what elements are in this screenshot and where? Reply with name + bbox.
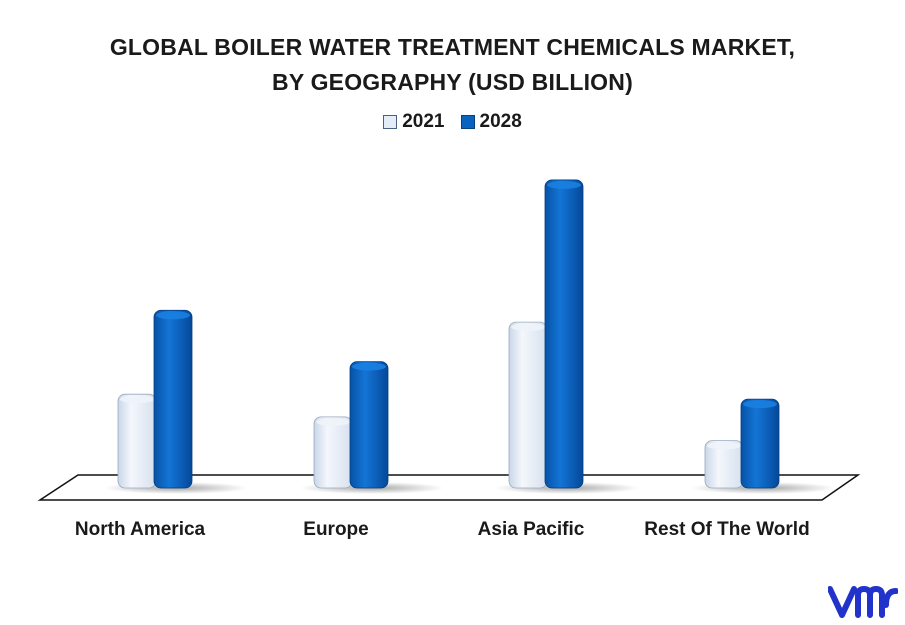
bar-2021-asia-pacific: [508, 321, 548, 489]
category-label: North America: [75, 519, 206, 540]
category-label: Rest Of The World: [644, 519, 809, 540]
category-labels: North America Europe Asia Pacific Rest Of T…: [75, 519, 810, 540]
chart-title: GLOBAL BOILER WATER TREATMENT CHEMICALS …: [0, 30, 905, 100]
legend-label-2021: 2021: [402, 111, 445, 132]
bar-2028-asia-pacific: [544, 179, 584, 489]
bar-2028-europe: [349, 361, 389, 489]
bar-2021-rest-of-the-world: [704, 440, 744, 489]
legend-swatch-2021: [383, 115, 398, 129]
legend-swatch-2028: [460, 115, 475, 129]
chart-title-line-1: GLOBAL BOILER WATER TREATMENT CHEMICALS …: [109, 34, 796, 60]
legend-label-2028: 2028: [479, 111, 522, 132]
chart-title-line-2: BY GEOGRAPHY (USD BILLION): [272, 69, 633, 95]
bar-2021-europe: [313, 416, 353, 489]
category-label: Asia Pacific: [478, 519, 585, 540]
legend-item-2028: 2028: [460, 111, 522, 133]
category-label: Europe: [303, 519, 368, 540]
bars-group: [104, 179, 835, 494]
chart-floor: [37, 474, 861, 501]
legend-item-2021: 2021: [383, 111, 445, 133]
vmr-logo-icon: [828, 585, 898, 618]
bar-2028-rest-of-the-world: [740, 398, 780, 489]
chart-legend: 2021 2028: [0, 111, 905, 133]
bar-2021-north-america: [117, 393, 157, 489]
bar-2028-north-america: [153, 309, 193, 489]
